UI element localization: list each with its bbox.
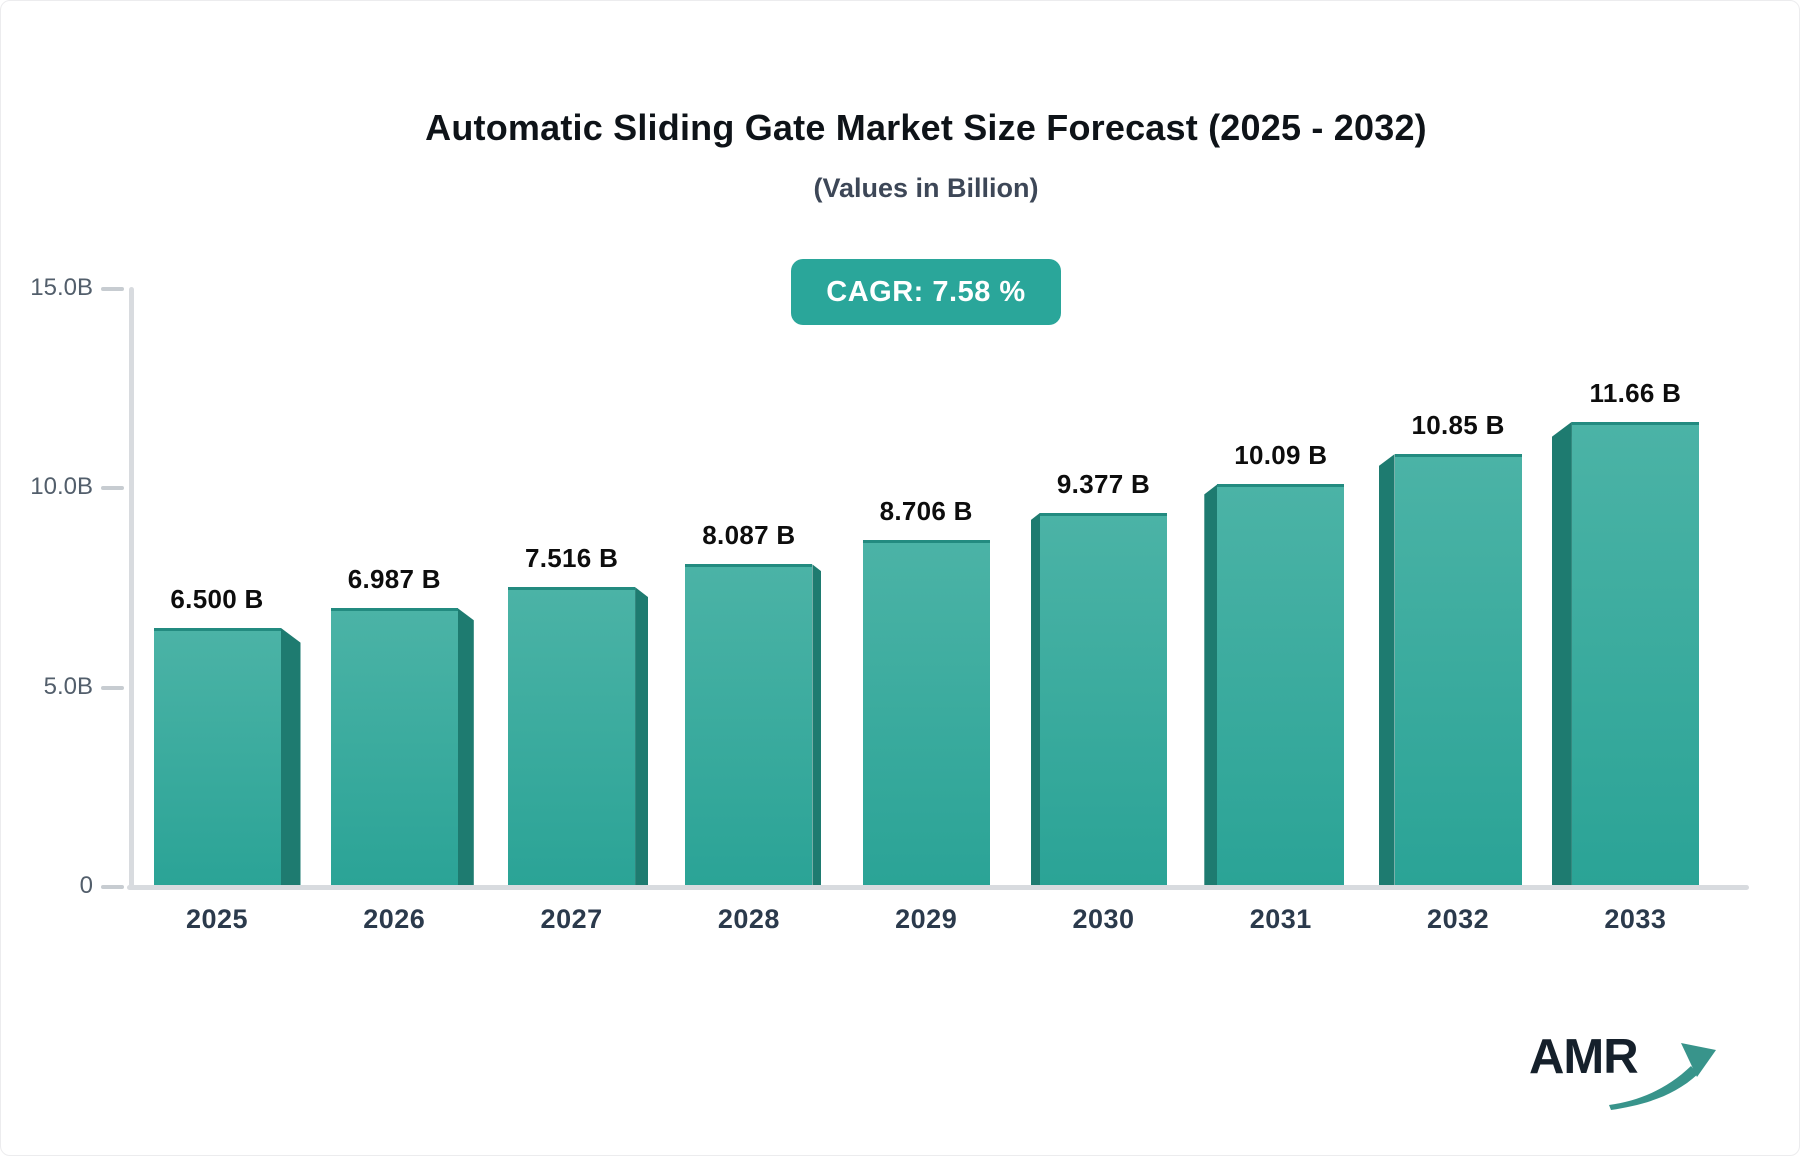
bar-value-label: 11.66 B [1589,377,1682,408]
amr-logo-text: AMR [1529,1030,1639,1084]
bar-value-label: 10.85 B [1411,410,1505,441]
x-axis-label: 2029 [895,904,958,934]
y-axis-tick [101,885,124,889]
y-axis-tick [101,286,124,291]
bar-value-label: 6.987 B [347,564,441,595]
bar-face-2033 [1571,421,1699,890]
amr-logo: AMR [1529,1029,1729,1119]
y-axis-label: 5.0B [43,672,93,700]
bar-face-2032 [1394,454,1522,890]
x-axis-label: 2031 [1249,904,1312,934]
bar-side-2026 [457,608,474,890]
x-axis-label: 2026 [363,904,426,934]
y-axis-label: 15.0B [30,273,93,301]
bar-side-2031 [1204,484,1218,890]
cagr-badge: CAGR: 7.58 % [791,259,1061,325]
bar-value-label: 8.706 B [879,495,973,526]
x-axis-label: 2027 [540,904,603,934]
arrow-swoosh [1609,1066,1698,1110]
growth-arrow-icon [1609,1043,1716,1110]
bar-side-2027 [635,587,649,890]
cagr-badge-label: CAGR: 7.58 % [826,275,1026,308]
bar-side-2028 [812,564,822,890]
bar-side-2025 [280,627,301,890]
y-axis-line [129,287,134,889]
y-axis-label: 0 [79,872,93,899]
bar-face-2026 [330,608,458,890]
bar-side-2030 [1031,512,1040,890]
x-axis-label: 2032 [1427,904,1490,934]
y-axis-tick [101,685,124,690]
bar-side-2033 [1551,421,1572,890]
x-axis-label: 2033 [1604,904,1667,934]
x-axis-label: 2028 [717,904,780,934]
bar-value-label: 6.500 B [170,583,264,614]
bar-face-2029 [862,539,990,890]
y-axis-label: 10.0B [30,473,93,500]
bar-face-2030 [1040,512,1167,890]
bar-value-label: 7.516 B [525,543,619,574]
x-axis-label: 2025 [185,904,249,934]
bar-value-label: 10.09 B [1234,440,1328,471]
chart-subtitle: (Values in Billion) [813,173,1039,203]
bar-value-label: 8.087 B [702,520,796,551]
x-axis-line [127,885,1749,890]
bar-face-2027 [508,587,636,890]
bar-side-2032 [1378,454,1395,890]
chart-title: Automatic Sliding Gate Market Size Forec… [425,107,1427,148]
y-axis-tick [101,486,124,490]
bar-face-2028 [685,564,813,890]
bar-face-2025 [153,627,281,890]
bar-value-label: 9.377 B [1056,468,1151,499]
arrow-head [1681,1043,1716,1077]
x-axis-label: 2030 [1072,904,1135,934]
bar-face-2031 [1217,484,1345,890]
